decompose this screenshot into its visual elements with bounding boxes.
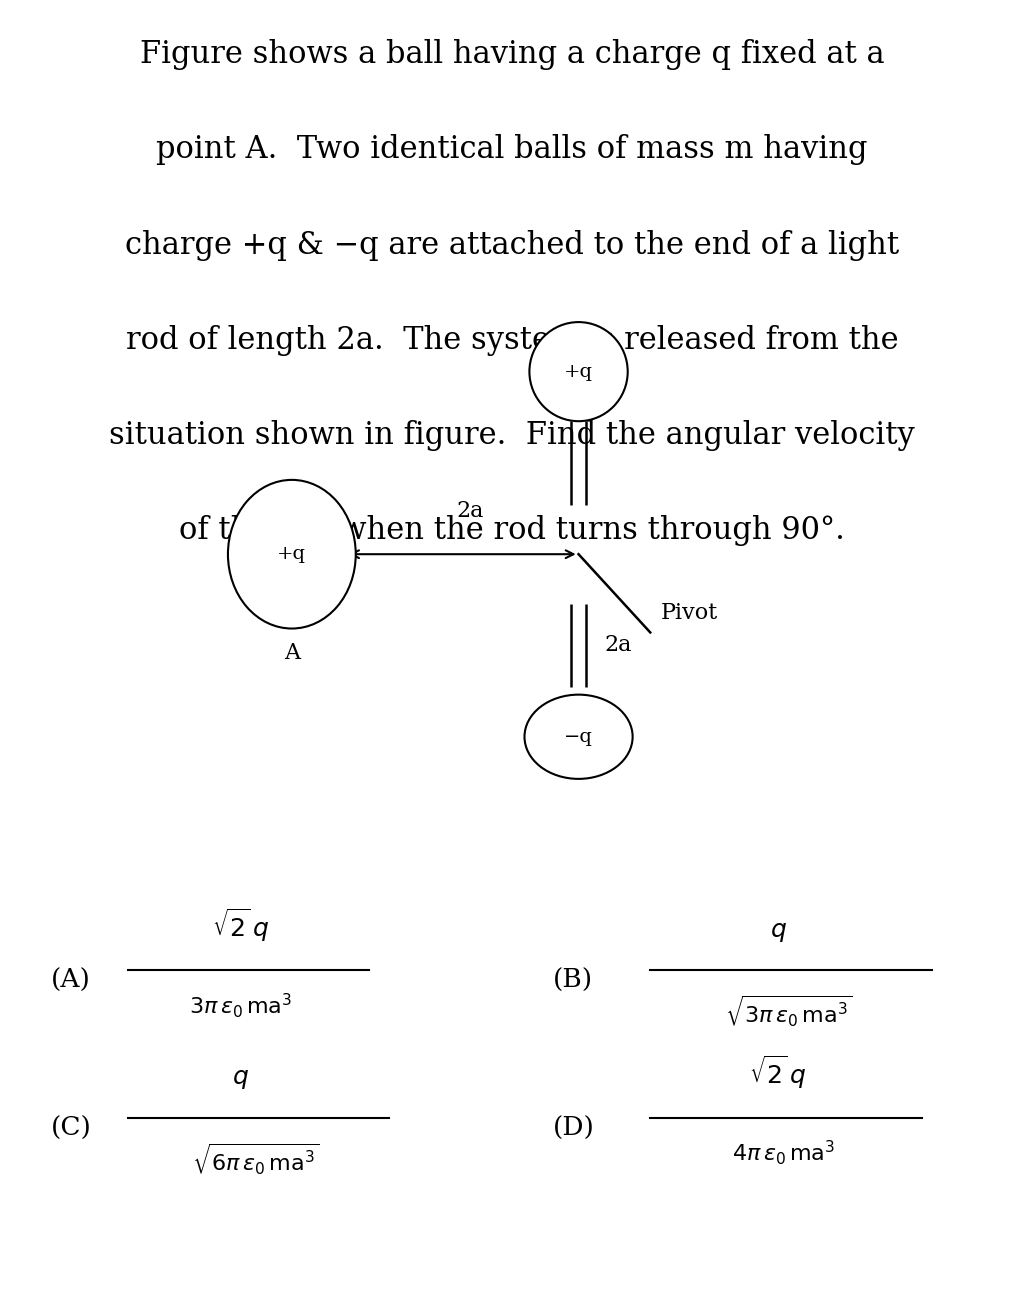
Text: +q: +q <box>278 545 306 563</box>
Ellipse shape <box>524 695 633 778</box>
Text: $q$: $q$ <box>232 1068 249 1091</box>
Text: $q$: $q$ <box>770 921 786 944</box>
Text: $\sqrt{6\pi\,\epsilon_0\,\mathrm{ma}^3}$: $\sqrt{6\pi\,\epsilon_0\,\mathrm{ma}^3}$ <box>193 1141 319 1176</box>
Text: Figure shows a ball having a charge q fixed at a: Figure shows a ball having a charge q fi… <box>139 39 885 70</box>
Text: $\sqrt{3\pi\,\epsilon_0\,\mathrm{ma}^3}$: $\sqrt{3\pi\,\epsilon_0\,\mathrm{ma}^3}$ <box>725 994 852 1029</box>
Text: (B): (B) <box>553 968 593 994</box>
Ellipse shape <box>529 322 628 421</box>
Text: (A): (A) <box>51 968 91 994</box>
Text: 2a: 2a <box>604 635 632 656</box>
Text: point A.  Two identical balls of mass m having: point A. Two identical balls of mass m h… <box>157 134 867 166</box>
Text: $\sqrt{2}\,q$: $\sqrt{2}\,q$ <box>750 1054 807 1091</box>
Ellipse shape <box>228 480 355 629</box>
Text: $\sqrt{2}\,q$: $\sqrt{2}\,q$ <box>212 906 269 944</box>
Text: $3\pi\,\epsilon_0\,\mathrm{ma}^3$: $3\pi\,\epsilon_0\,\mathrm{ma}^3$ <box>189 991 292 1020</box>
Text: Pivot: Pivot <box>660 602 718 623</box>
Text: charge +q & −q are attached to the end of a light: charge +q & −q are attached to the end o… <box>125 230 899 261</box>
Text: of the rod when the rod turns through 90°.: of the rod when the rod turns through 90… <box>179 515 845 546</box>
Text: (C): (C) <box>51 1115 92 1141</box>
Text: situation shown in figure.  Find the angular velocity: situation shown in figure. Find the angu… <box>110 420 914 451</box>
Text: (D): (D) <box>553 1115 595 1141</box>
Text: rod of length 2a.  The system is released from the: rod of length 2a. The system is released… <box>126 325 898 356</box>
Text: $4\pi\,\epsilon_0\,\mathrm{ma}^3$: $4\pi\,\epsilon_0\,\mathrm{ma}^3$ <box>732 1138 835 1167</box>
Text: +q: +q <box>564 363 593 381</box>
Text: −q: −q <box>564 728 593 746</box>
Text: A: A <box>284 642 300 664</box>
Text: 2a: 2a <box>457 499 483 522</box>
